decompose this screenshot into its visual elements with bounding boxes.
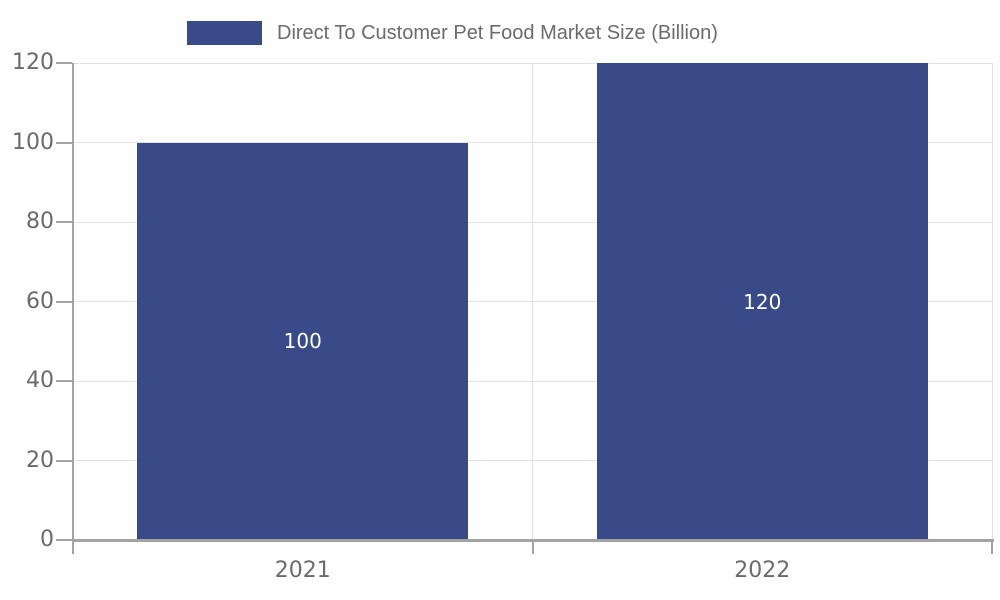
y-tick-label: 60	[26, 288, 54, 314]
y-axis-tick	[56, 141, 72, 144]
x-axis-tick	[72, 541, 74, 554]
plot-area: 100 120 0 20 40 60 80 100 120 2021 2022	[12, 50, 994, 583]
y-axis-tick	[56, 380, 72, 382]
legend: Direct To Customer Pet Food Market Size …	[187, 20, 718, 46]
y-tick-label: 40	[26, 368, 54, 393]
bar-value-label: 120	[743, 289, 782, 314]
x-axis-tick	[531, 541, 534, 554]
y-axis-tick	[56, 62, 72, 64]
y-axis-tick	[56, 459, 72, 462]
bar-value-label: 100	[283, 329, 322, 354]
y-tick-label: 100	[12, 129, 54, 155]
x-axis-tick	[991, 541, 993, 554]
gridline-vertical	[991, 63, 993, 540]
bar: 120	[596, 63, 928, 540]
bar: 100	[137, 142, 469, 540]
y-tick-label: 80	[26, 209, 54, 234]
y-axis-spine	[71, 63, 74, 540]
y-tick-label: 120	[12, 50, 54, 75]
y-axis-tick	[56, 300, 72, 303]
y-tick-label: 20	[26, 447, 54, 473]
gridline-vertical	[532, 63, 533, 540]
y-axis-tick	[56, 221, 72, 223]
legend-label: Direct To Customer Pet Food Market Size …	[277, 22, 718, 44]
y-tick-label: 0	[40, 527, 54, 552]
y-axis-tick	[56, 539, 72, 541]
x-tick-label: 2021	[274, 558, 331, 583]
x-axis-spine	[71, 539, 994, 542]
legend-swatch	[187, 21, 262, 45]
x-tick-label: 2022	[734, 558, 791, 583]
